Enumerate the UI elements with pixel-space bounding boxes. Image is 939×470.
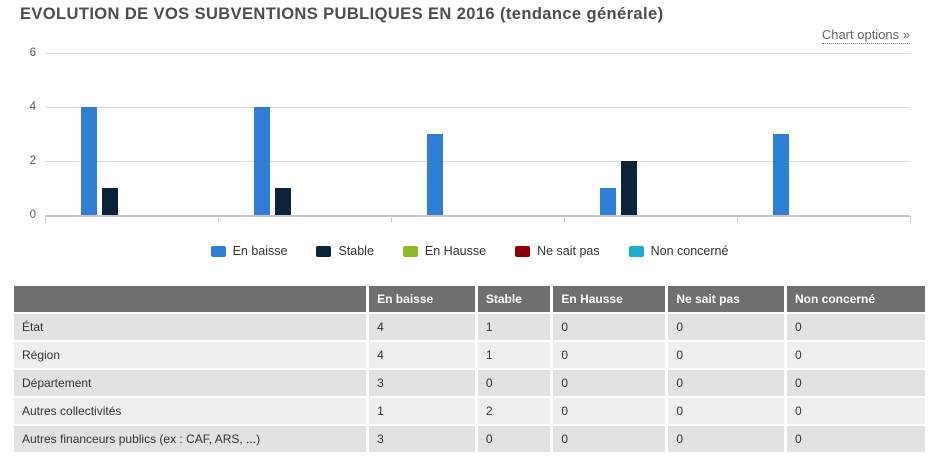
legend-swatch-icon	[316, 245, 332, 257]
legend-swatch-icon	[628, 245, 644, 257]
row-label-cell: Région	[14, 342, 367, 368]
x-axis-tick	[910, 216, 911, 223]
gridline-y-0	[45, 215, 910, 217]
value-cell: 0	[477, 370, 551, 396]
value-cell: 1	[477, 314, 551, 340]
bar-chart: 0 2 4 6	[0, 44, 939, 234]
bar-en-baisse-departement[interactable]	[427, 134, 443, 215]
row-label-cell: État	[14, 314, 367, 340]
value-cell: 0	[787, 398, 925, 424]
value-cell: 1	[369, 398, 475, 424]
legend-swatch-icon	[402, 245, 418, 257]
table-head: En baisse Stable En Hausse Ne sait pas Non c…	[14, 286, 925, 312]
value-cell: 0	[787, 314, 925, 340]
gridline-y-6	[45, 53, 910, 54]
legend-item-ne-sait-pas[interactable]: Ne sait pas	[515, 244, 600, 258]
legend-item-en-baisse[interactable]: En baisse	[210, 244, 288, 258]
value-cell: 0	[668, 370, 784, 396]
table-row: État 4 1 0 0 0	[14, 314, 925, 340]
value-cell: 0	[477, 426, 551, 452]
legend-label: Non concerné	[650, 244, 729, 258]
row-label-cell: Département	[14, 370, 367, 396]
value-cell: 0	[787, 426, 925, 452]
table-row: Autres collectivités 1 2 0 0 0	[14, 398, 925, 424]
value-cell: 0	[787, 370, 925, 396]
bar-en-baisse-autres-financeurs-publics-ex-caf-ars[interactable]	[773, 134, 789, 215]
y-axis-label: 0	[29, 209, 36, 221]
value-cell: 0	[553, 314, 666, 340]
x-axis-tick	[564, 216, 565, 223]
value-cell: 3	[369, 370, 475, 396]
table-row: Région 4 1 0 0 0	[14, 342, 925, 368]
value-cell: 0	[787, 342, 925, 368]
chart-header: EVOLUTION DE VOS SUBVENTIONS PUBLIQUES E…	[0, 0, 939, 44]
gridline-y-2	[45, 161, 910, 162]
value-cell: 0	[553, 426, 666, 452]
table-header-row: En baisse Stable En Hausse Ne sait pas Non c…	[14, 286, 925, 312]
value-cell: 0	[553, 342, 666, 368]
value-cell: 0	[553, 370, 666, 396]
gridline-y-4	[45, 107, 910, 108]
value-cell: 3	[369, 426, 475, 452]
table-row: Autres financeurs publics (ex : CAF, ARS…	[14, 426, 925, 452]
value-cell: 0	[668, 314, 784, 340]
value-cell: 0	[553, 398, 666, 424]
legend-item-stable[interactable]: Stable	[316, 244, 374, 258]
legend-label: En Hausse	[424, 244, 487, 258]
legend-label: Stable	[338, 244, 374, 258]
legend-swatch-icon	[210, 245, 226, 257]
value-cell: 2	[477, 398, 551, 424]
x-axis-tick	[45, 216, 46, 223]
chart-legend: En baisse Stable En Hausse Ne sait pas Non c…	[0, 242, 939, 260]
value-cell: 1	[477, 342, 551, 368]
bar-en-baisse-region[interactable]	[254, 107, 270, 215]
legend-label: Ne sait pas	[537, 244, 600, 258]
table-header-cell: En baisse	[369, 286, 475, 312]
value-cell: 0	[668, 342, 784, 368]
bar-stable-region[interactable]	[275, 188, 291, 215]
bar-en-baisse-etat[interactable]	[81, 107, 97, 215]
bar-stable-autres-collectivites[interactable]	[621, 161, 637, 215]
row-label-cell: Autres collectivités	[14, 398, 367, 424]
legend-swatch-icon	[515, 245, 531, 257]
chart-options-link[interactable]: Chart options »	[821, 27, 910, 44]
table-header-cell: Non concerné	[787, 286, 925, 312]
table-body: État 4 1 0 0 0 Région 4 1 0 0 0 Département 3 0 0 0 0 Autr…	[14, 314, 925, 452]
legend-item-en-hausse[interactable]: En Hausse	[402, 244, 487, 258]
x-axis-tick	[737, 216, 738, 223]
table-header-cell	[14, 286, 367, 312]
table-header-cell: Stable	[477, 286, 551, 312]
value-cell: 4	[369, 314, 475, 340]
value-cell: 4	[369, 342, 475, 368]
page-title: EVOLUTION DE VOS SUBVENTIONS PUBLIQUES E…	[20, 5, 664, 23]
value-cell: 0	[668, 426, 784, 452]
bar-en-baisse-autres-collectivites[interactable]	[600, 188, 616, 215]
legend-label: En baisse	[232, 244, 288, 258]
x-axis-tick	[391, 216, 392, 223]
bar-stable-etat[interactable]	[102, 188, 118, 215]
row-label-cell: Autres financeurs publics (ex : CAF, ARS…	[14, 426, 367, 452]
y-axis-label: 6	[29, 47, 36, 59]
y-axis-label: 4	[29, 101, 36, 113]
legend-item-non-concerne[interactable]: Non concerné	[628, 244, 729, 258]
x-axis-tick	[218, 216, 219, 223]
value-cell: 0	[668, 398, 784, 424]
table-row: Département 3 0 0 0 0	[14, 370, 925, 396]
results-table: En baisse Stable En Hausse Ne sait pas Non c…	[11, 284, 928, 454]
table-header-cell: En Hausse	[553, 286, 666, 312]
y-axis-label: 2	[29, 155, 36, 167]
table-header-cell: Ne sait pas	[668, 286, 784, 312]
